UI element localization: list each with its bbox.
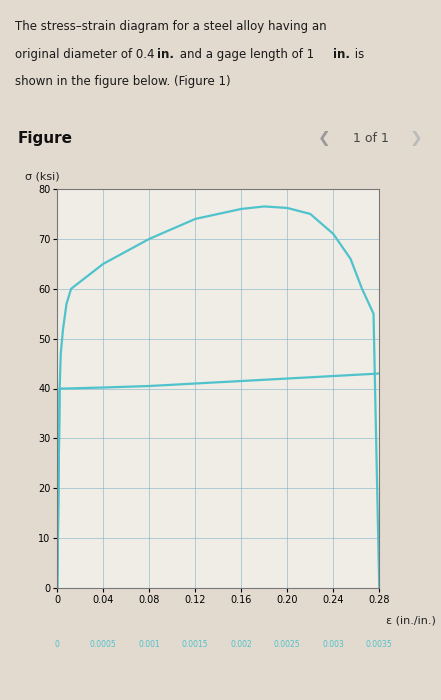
- Text: 1 of 1: 1 of 1: [353, 132, 389, 145]
- Text: 0.002: 0.002: [230, 640, 252, 649]
- Text: ❮: ❮: [318, 131, 330, 146]
- Text: ε (in./in.): ε (in./in.): [386, 616, 436, 626]
- Text: 0.0035: 0.0035: [366, 640, 392, 649]
- Text: and a gage length of 1: and a gage length of 1: [176, 48, 318, 61]
- Text: original diameter of 0.4: original diameter of 0.4: [15, 48, 159, 61]
- Text: σ (ksi): σ (ksi): [25, 171, 60, 181]
- Text: 0.0025: 0.0025: [274, 640, 301, 649]
- Text: 0.001: 0.001: [138, 640, 160, 649]
- Text: ❯: ❯: [410, 131, 423, 146]
- Text: 0.0005: 0.0005: [90, 640, 117, 649]
- Text: is: is: [351, 48, 364, 61]
- Text: 0: 0: [55, 640, 60, 649]
- Text: in.: in.: [333, 48, 350, 61]
- Text: 0.0015: 0.0015: [182, 640, 209, 649]
- Text: The stress–strain diagram for a steel alloy having an: The stress–strain diagram for a steel al…: [15, 20, 327, 33]
- Text: 0.003: 0.003: [322, 640, 344, 649]
- Text: in.: in.: [157, 48, 174, 61]
- Text: Figure: Figure: [18, 131, 73, 146]
- Text: shown in the figure below. (Figure 1): shown in the figure below. (Figure 1): [15, 75, 231, 88]
